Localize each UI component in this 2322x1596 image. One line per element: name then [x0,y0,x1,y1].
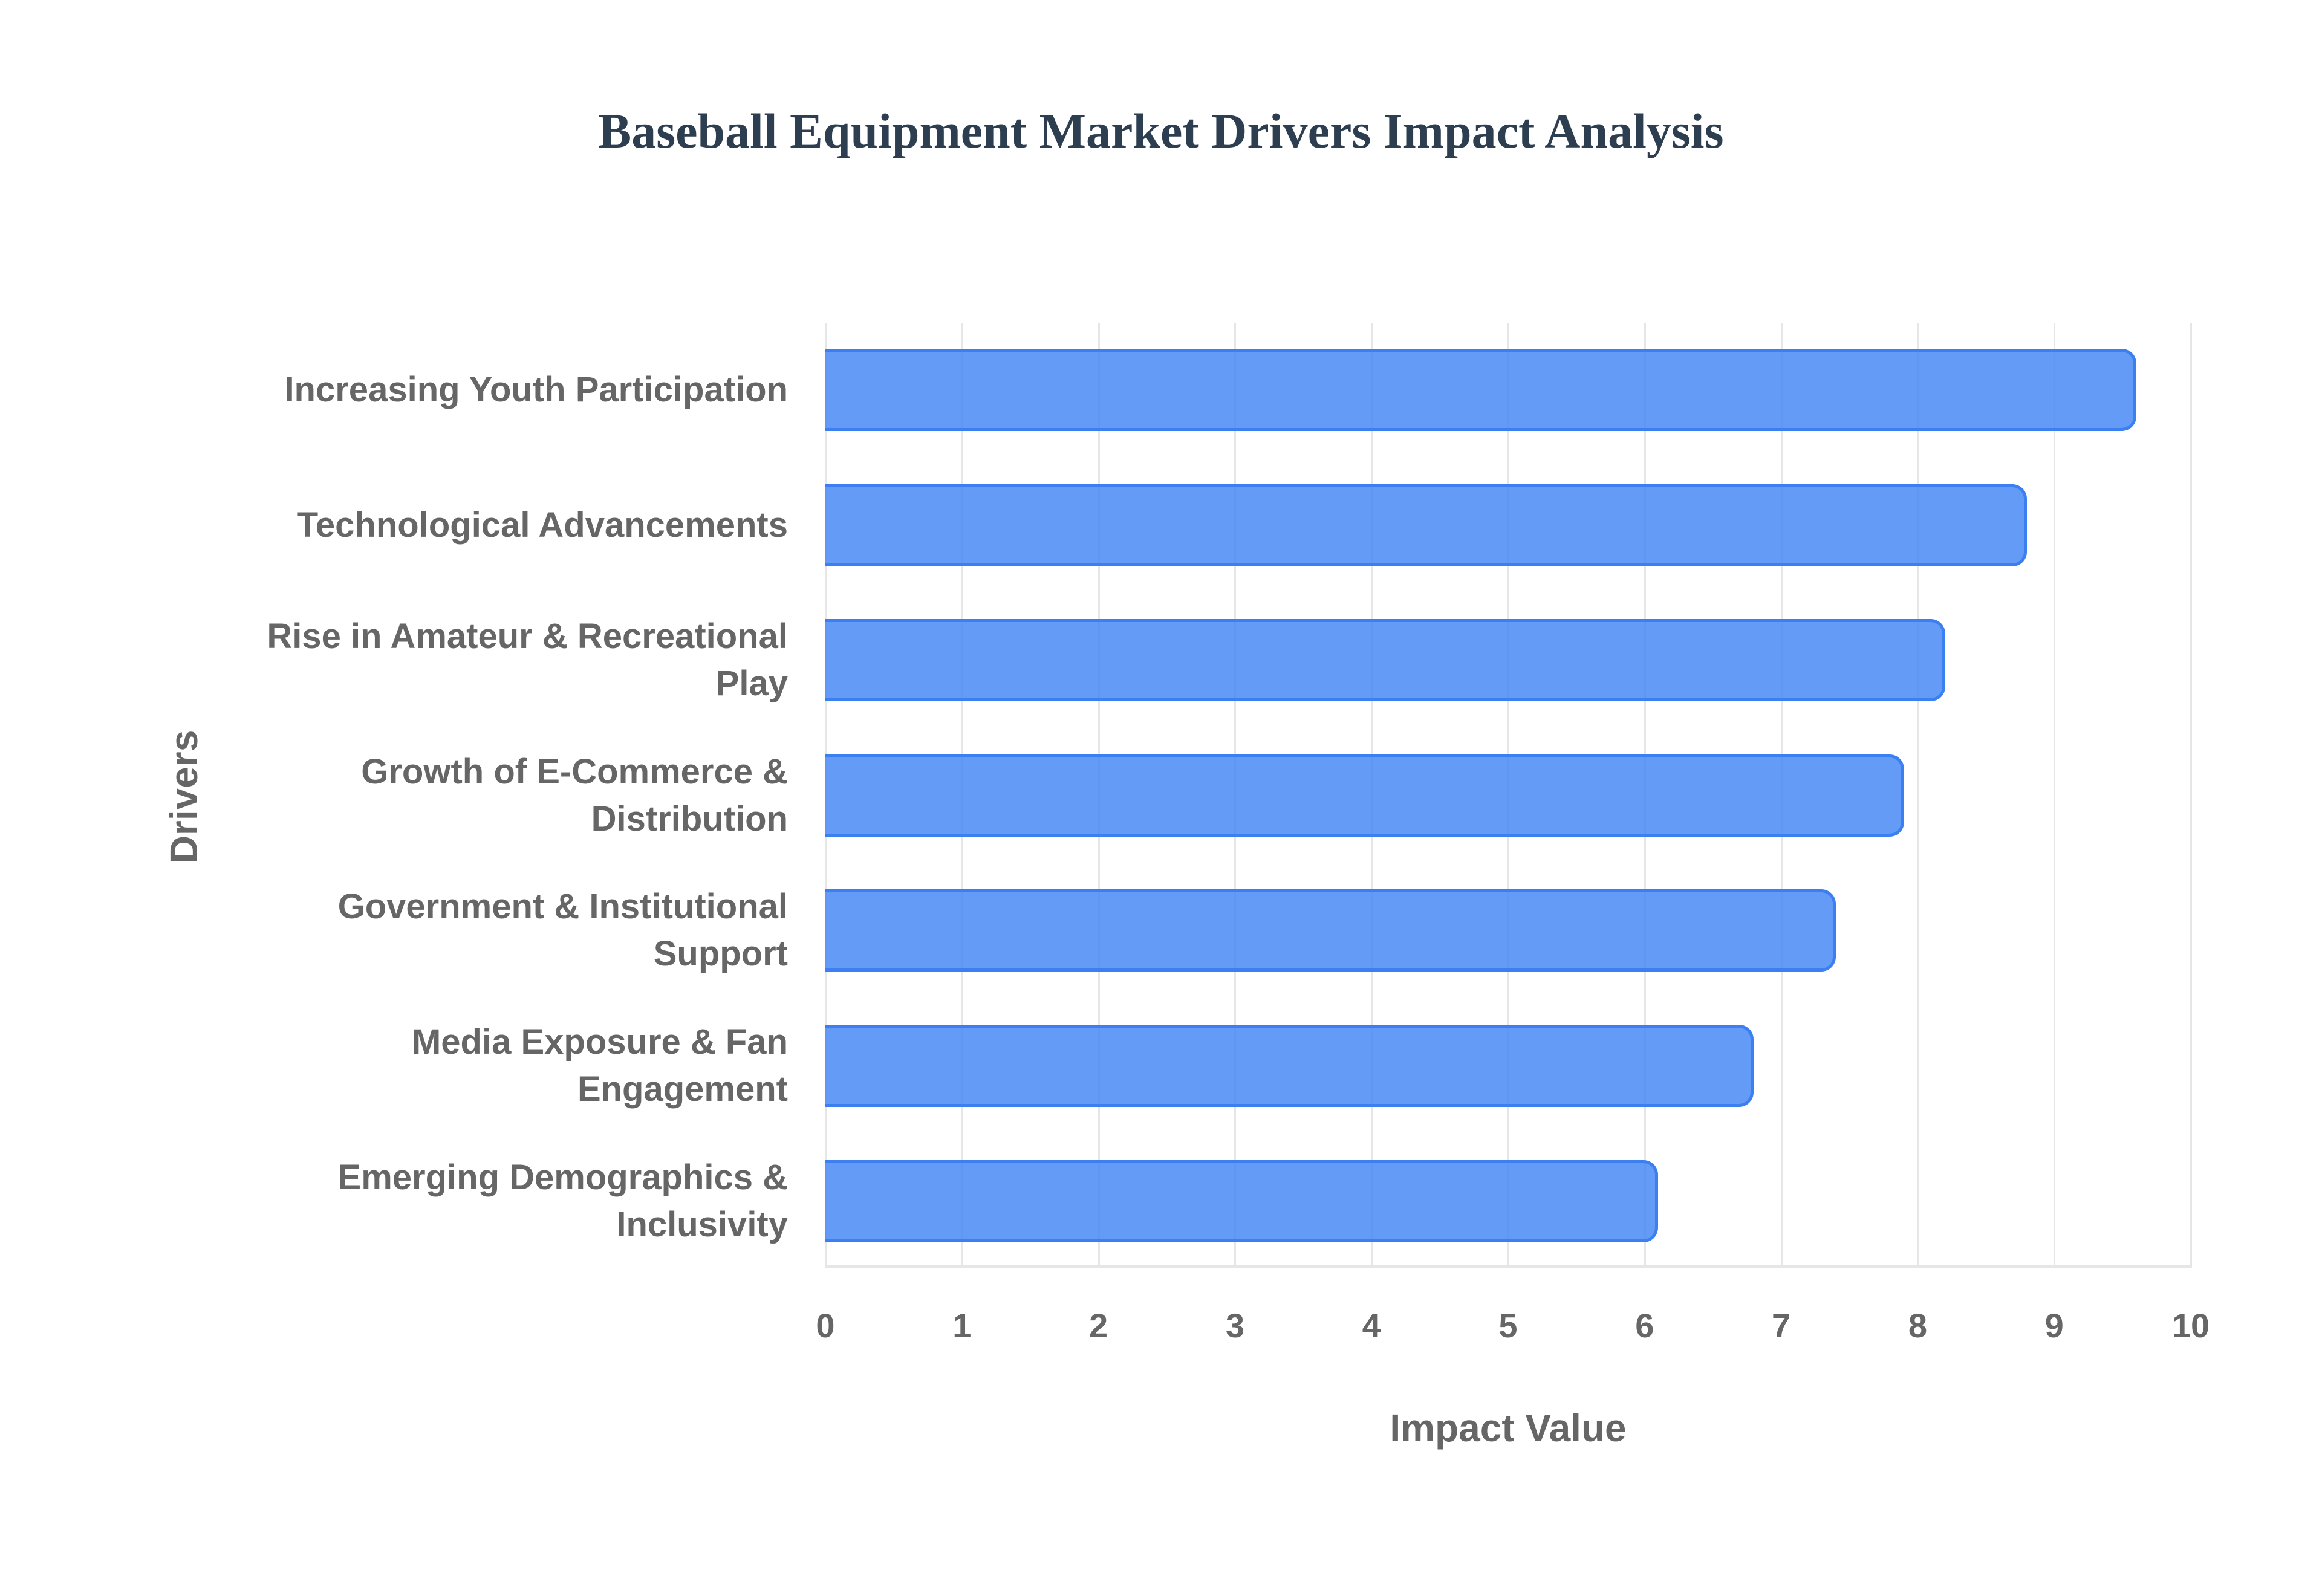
x-tick-label: 6 [1635,1306,1654,1345]
y-category-label: Increasing Youth Participation [284,370,788,409]
x-tick-label: 4 [1362,1306,1381,1345]
x-tick-label: 1 [952,1306,972,1345]
x-axis-title: Impact Value [1390,1406,1627,1450]
y-category-label: Emerging Demographics & Inclusivity [337,1157,788,1244]
x-tick-label: 9 [2044,1306,2064,1345]
bar[interactable] [825,484,2028,566]
y-category-label: Growth of E-Commerce & Distribution [361,751,788,839]
bar[interactable] [825,889,1836,972]
bar[interactable] [825,754,1904,837]
x-tick-label: 2 [1089,1306,1108,1345]
x-tick-label: 8 [1908,1306,1927,1345]
x-tick-label: 7 [1772,1306,1791,1345]
gridline [2054,323,2056,1268]
x-tick-label: 0 [816,1306,835,1345]
x-tick-label: 3 [1225,1306,1244,1345]
gridline [2190,323,2192,1268]
x-tick-label: 10 [2171,1306,2210,1345]
plot-area [825,323,2192,1268]
bar[interactable] [825,349,2136,431]
y-category-label: Technological Advancements [296,505,788,545]
bar[interactable] [825,1160,1659,1242]
x-tick-label: 5 [1498,1306,1518,1345]
chart-title: Baseball Equipment Market Drivers Impact… [598,103,1724,158]
bar[interactable] [825,1025,1754,1107]
y-axis-title: Drivers [162,730,206,864]
y-category-label: Rise in Amateur & Recreational Play [267,617,788,704]
bar[interactable] [825,619,1945,702]
gridline [1917,323,1919,1268]
y-category-label: Government & Institutional Support [337,887,788,974]
y-category-label: Media Exposure & Fan Engagement [411,1022,788,1109]
